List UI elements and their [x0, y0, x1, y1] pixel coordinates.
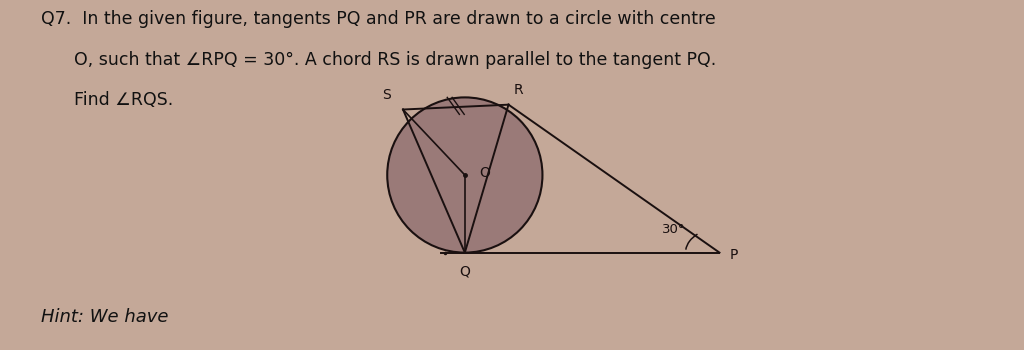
Text: Q: Q — [460, 265, 470, 279]
Text: P: P — [729, 248, 737, 262]
Text: S: S — [382, 88, 391, 102]
Text: Q7.  In the given figure, tangents PQ and PR are drawn to a circle with centre: Q7. In the given figure, tangents PQ and… — [41, 10, 716, 28]
Circle shape — [387, 97, 543, 253]
Text: O: O — [479, 166, 490, 180]
Text: R: R — [513, 83, 523, 97]
Text: O, such that ∠RPQ = 30°. A chord RS is drawn parallel to the tangent PQ.: O, such that ∠RPQ = 30°. A chord RS is d… — [41, 51, 716, 69]
Text: Hint: We have: Hint: We have — [41, 308, 169, 326]
Text: Find ∠RQS.: Find ∠RQS. — [41, 91, 173, 109]
Text: 30°: 30° — [662, 223, 685, 236]
